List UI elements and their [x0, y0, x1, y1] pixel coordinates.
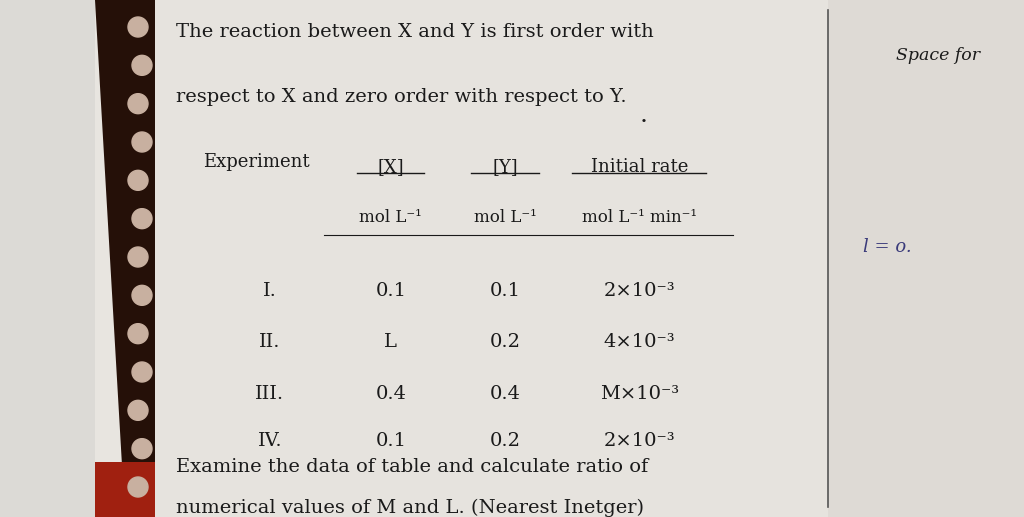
Text: mol L⁻¹: mol L⁻¹ [473, 209, 537, 226]
Circle shape [128, 324, 148, 344]
Text: l = o.: l = o. [863, 238, 911, 256]
Text: 0.1: 0.1 [375, 282, 407, 300]
Text: [Y]: [Y] [493, 158, 518, 176]
Text: Examine the data of table and calculate ratio of: Examine the data of table and calculate … [176, 458, 648, 476]
Text: mol L⁻¹ min⁻¹: mol L⁻¹ min⁻¹ [582, 209, 696, 226]
Text: L: L [384, 333, 397, 352]
Circle shape [128, 170, 148, 190]
Circle shape [132, 285, 152, 306]
Text: 0.2: 0.2 [489, 432, 520, 450]
Text: 0.2: 0.2 [489, 333, 520, 352]
Circle shape [128, 17, 148, 37]
Text: M×10⁻³: M×10⁻³ [600, 385, 679, 403]
Text: 0.1: 0.1 [489, 282, 520, 300]
Text: 2×10⁻³: 2×10⁻³ [603, 432, 675, 450]
Text: IV.: IV. [257, 432, 283, 450]
Text: 0.4: 0.4 [489, 385, 520, 403]
Text: III.: III. [255, 385, 285, 403]
Text: 4×10⁻³: 4×10⁻³ [603, 333, 675, 352]
Text: Initial rate: Initial rate [591, 158, 688, 176]
Polygon shape [95, 0, 155, 517]
Bar [828, 0, 1024, 517]
Text: [X]: [X] [378, 158, 404, 176]
Circle shape [132, 362, 152, 382]
Text: 0.4: 0.4 [375, 385, 407, 403]
Circle shape [128, 400, 148, 420]
Text: Experiment: Experiment [203, 153, 309, 171]
Bar [155, 0, 828, 517]
Circle shape [128, 94, 148, 114]
Bar [95, 462, 155, 517]
Circle shape [128, 247, 148, 267]
Text: ·: · [639, 111, 647, 134]
Text: respect to X and zero order with respect to Y.: respect to X and zero order with respect… [176, 88, 627, 106]
Text: II.: II. [259, 333, 281, 352]
Text: numerical values of M and L. (Nearest Inetger): numerical values of M and L. (Nearest In… [176, 499, 644, 517]
Circle shape [132, 55, 152, 75]
Bar [0, 0, 95, 517]
Text: 2×10⁻³: 2×10⁻³ [603, 282, 675, 300]
Text: mol L⁻¹: mol L⁻¹ [359, 209, 422, 226]
Text: The reaction between X and Y is first order with: The reaction between X and Y is first or… [176, 23, 653, 41]
Circle shape [132, 132, 152, 152]
Text: 0.1: 0.1 [375, 432, 407, 450]
Text: I.: I. [263, 282, 276, 300]
Text: Space for: Space for [896, 47, 980, 64]
Circle shape [132, 438, 152, 459]
Circle shape [132, 209, 152, 229]
Circle shape [128, 477, 148, 497]
